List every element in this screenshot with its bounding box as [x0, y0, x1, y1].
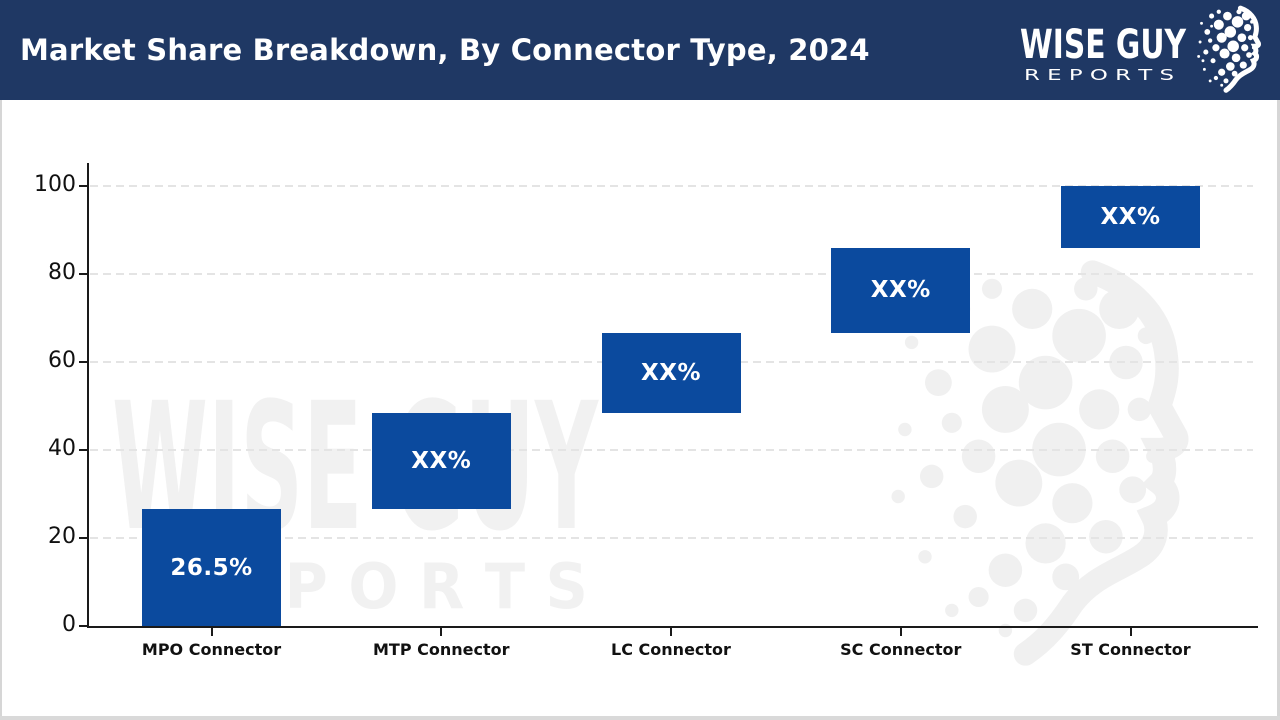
- x-tick-mark: [899, 628, 902, 636]
- plot-area: 0 20 40 60 80 100 26.5% MPO Connector XX% MTP Con…: [0, 100, 1280, 720]
- x-tick-label: MPO Connector: [141, 640, 282, 659]
- chart-area: WISE GUY R E P O R T S 0 20 40 6: [0, 100, 1280, 720]
- bar-mpo: 26.5%: [142, 509, 281, 626]
- wiseguy-face-icon: [1197, 5, 1262, 93]
- x-tick-label: ST Connector: [1070, 640, 1191, 659]
- y-tick-label: 20: [48, 524, 76, 549]
- y-tick-label: 0: [62, 612, 76, 637]
- y-axis-line: [87, 163, 89, 628]
- page-title: Market Share Breakdown, By Connector Typ…: [20, 33, 870, 67]
- header: Market Share Breakdown, By Connector Typ…: [0, 0, 1280, 100]
- page-border-left: [0, 100, 2, 720]
- bar-value-label: XX%: [411, 447, 472, 474]
- x-tick-label: SC Connector: [840, 640, 962, 659]
- gridline-40: [90, 449, 1253, 451]
- x-tick-mark: [210, 628, 213, 636]
- y-tick-mark: [79, 361, 88, 363]
- y-tick-label: 100: [34, 172, 76, 197]
- gridline-20: [90, 537, 1253, 539]
- bar-value-label: 26.5%: [170, 554, 253, 581]
- bar-value-label: XX%: [870, 277, 931, 304]
- y-tick-mark: [79, 449, 88, 451]
- x-tick-label: LC Connector: [611, 640, 731, 659]
- bar-value-label: XX%: [640, 359, 701, 386]
- bar-sc: XX%: [831, 247, 971, 334]
- y-tick-mark: [79, 273, 88, 275]
- x-tick-mark: [670, 628, 672, 636]
- bar-value-label: XX%: [1100, 203, 1161, 230]
- gridline-100: [90, 185, 1253, 187]
- y-tick-mark: [79, 185, 88, 187]
- x-tick-label: MTP Connector: [372, 640, 510, 659]
- page-border-bottom: [0, 716, 1280, 720]
- x-axis-line: [87, 626, 1258, 628]
- logo-line2: R E P O R T S: [1024, 66, 1174, 84]
- y-tick-mark: [79, 537, 88, 539]
- logo-line1: WISE GUY: [1020, 22, 1187, 68]
- y-tick-label: 80: [48, 260, 76, 285]
- wiseguy-logo-graphic: WISE GUY R E P O R T S: [1020, 5, 1262, 93]
- y-tick-label: 60: [48, 348, 76, 373]
- bar-st: XX%: [1061, 186, 1200, 248]
- x-tick-mark: [440, 628, 443, 636]
- x-tick-mark: [1129, 628, 1132, 636]
- gridline-80: [90, 273, 1253, 275]
- page-border-right: [1277, 100, 1280, 720]
- y-tick-label: 40: [48, 436, 76, 461]
- bar-lc: XX%: [601, 333, 741, 413]
- y-tick-mark: [79, 625, 88, 627]
- bar-mtp: XX%: [371, 412, 511, 510]
- wiseguy-logo: WISE GUY R E P O R T S: [1014, 4, 1266, 96]
